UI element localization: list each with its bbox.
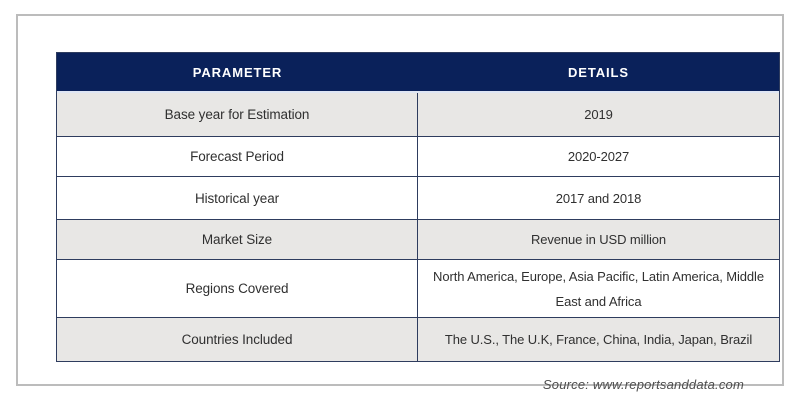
- column-header-parameter: PARAMETER: [192, 64, 283, 80]
- parameter-cell: Market Size: [57, 220, 418, 259]
- table-row-countries-included: Countries Included The U.S., The U.K, Fr…: [57, 317, 779, 361]
- details-cell: The U.S., The U.K, France, China, India,…: [444, 332, 753, 347]
- table-row-forecast-period: Forecast Period 2020-2027: [57, 136, 779, 176]
- source-attribution: Source: www.reportsanddata.com: [542, 377, 744, 392]
- table-row-regions-covered: Regions Covered North America, Europe, A…: [57, 259, 779, 317]
- details-cell: North America, Europe, Asia Pacific, Lat…: [433, 268, 764, 309]
- table-row-market-size: Market Size Revenue in USD million: [57, 219, 779, 259]
- details-cell: Revenue in USD million: [530, 232, 667, 247]
- card-frame: PARAMETER DETAILS Base year for Estimati…: [16, 14, 784, 392]
- details-cell: 2017 and 2018: [555, 190, 642, 206]
- parameter-cell: Regions Covered: [57, 260, 418, 317]
- report-scope-table: PARAMETER DETAILS Base year for Estimati…: [56, 52, 780, 362]
- column-header-details: DETAILS: [568, 64, 629, 80]
- parameter-cell: Forecast Period: [57, 137, 418, 176]
- table-row-base-year: Base year for Estimation 2019: [57, 93, 779, 136]
- table-header-row: PARAMETER DETAILS: [57, 53, 779, 93]
- parameter-cell: Base year for Estimation: [57, 93, 418, 136]
- details-cell: 2020-2027: [567, 149, 630, 164]
- parameter-cell: Historical year: [57, 177, 418, 219]
- details-cell: 2019: [584, 107, 613, 122]
- table-row-historical-year: Historical year 2017 and 2018: [57, 176, 779, 219]
- parameter-cell: Countries Included: [57, 318, 418, 361]
